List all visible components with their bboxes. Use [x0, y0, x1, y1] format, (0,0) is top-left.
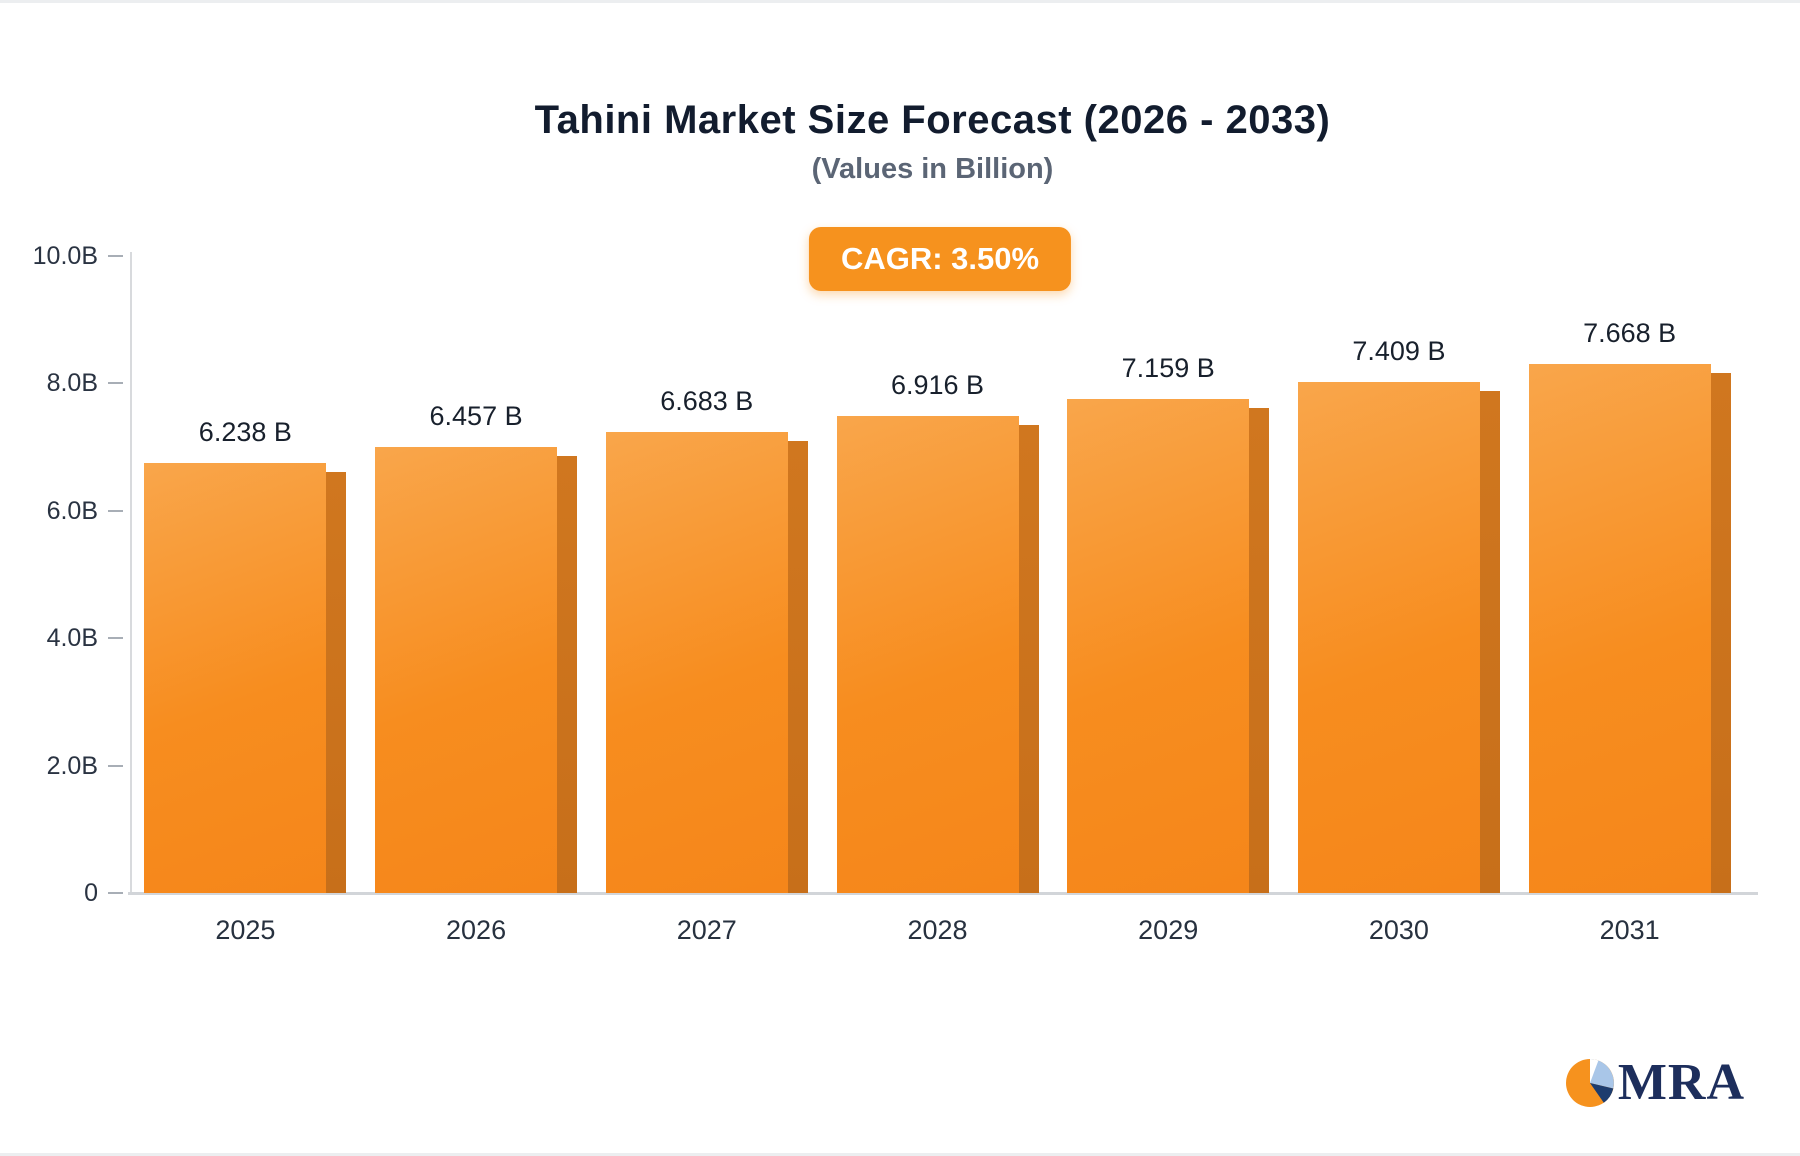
y-axis-line	[130, 252, 132, 894]
x-axis-category-label: 2025	[215, 915, 276, 945]
bar-front-face	[144, 463, 327, 893]
bar-value-label: 6.916 B	[890, 370, 985, 400]
y-axis-tick-label: 4.0B	[46, 624, 98, 653]
bar-front-face	[836, 416, 1019, 893]
x-axis-category-label: 2028	[907, 915, 968, 945]
bar-value-label: 6.238 B	[198, 417, 292, 447]
y-axis-tick-label: 0	[84, 879, 98, 907]
mra-logo: MRA	[1565, 1054, 1745, 1111]
bar-front-face	[1528, 364, 1711, 893]
bar-front-face	[605, 432, 788, 893]
y-axis-tick-label: 2.0B	[46, 751, 98, 780]
bar-2028	[836, 416, 1039, 893]
bar-2031	[1528, 364, 1731, 893]
y-axis-tick-mark	[108, 509, 123, 512]
chart-subtitle: (Values in Billion)	[811, 153, 1054, 185]
y-axis-tick-label: 6.0B	[46, 496, 98, 525]
chart-title: Tahini Market Size Forecast (2026 - 2033…	[534, 98, 1331, 142]
y-axis-tick-mark	[108, 255, 123, 257]
mra-logo-text: MRA	[1617, 1054, 1745, 1111]
bar-front-face	[1067, 399, 1250, 893]
x-axis-line	[128, 892, 1758, 895]
bar-2030	[1297, 382, 1500, 893]
y-axis-tick-mark	[108, 382, 123, 385]
bar-2029	[1067, 399, 1270, 893]
bar-2026	[375, 447, 578, 893]
bar-value-label: 6.457 B	[429, 401, 523, 431]
x-axis-category-label: 2031	[1599, 915, 1660, 945]
x-axis-category-label: 2030	[1368, 915, 1429, 945]
bar-value-label: 7.409 B	[1352, 336, 1446, 366]
x-axis-category-label: 2029	[1138, 915, 1199, 945]
bar-front-face	[1297, 382, 1480, 893]
y-axis-tick-label: 10.0B	[32, 242, 98, 270]
bar-chart: 10.0B 8.0B 6.0B 4.0B 2.0B 0 6.238 B 2025 6.457 B…	[0, 3, 1800, 1153]
bar-value-label: 7.159 B	[1121, 353, 1215, 383]
y-axis-tick-mark	[108, 764, 123, 767]
y-axis-tick-mark	[108, 637, 123, 640]
bar-2027	[605, 432, 808, 893]
bar-value-label: 6.683 B	[660, 386, 754, 416]
y-axis-tick-label: 8.0B	[46, 369, 98, 398]
bar-2025	[144, 463, 347, 893]
x-axis-category-label: 2026	[446, 915, 507, 945]
x-axis-category-label: 2027	[676, 915, 737, 945]
bar-value-label: 7.668 B	[1583, 318, 1677, 348]
bar-front-face	[375, 447, 558, 893]
mra-logo-icon	[1565, 1059, 1614, 1107]
cagr-badge: CAGR: 3.50%	[808, 227, 1072, 291]
y-axis-tick-mark	[108, 892, 123, 894]
